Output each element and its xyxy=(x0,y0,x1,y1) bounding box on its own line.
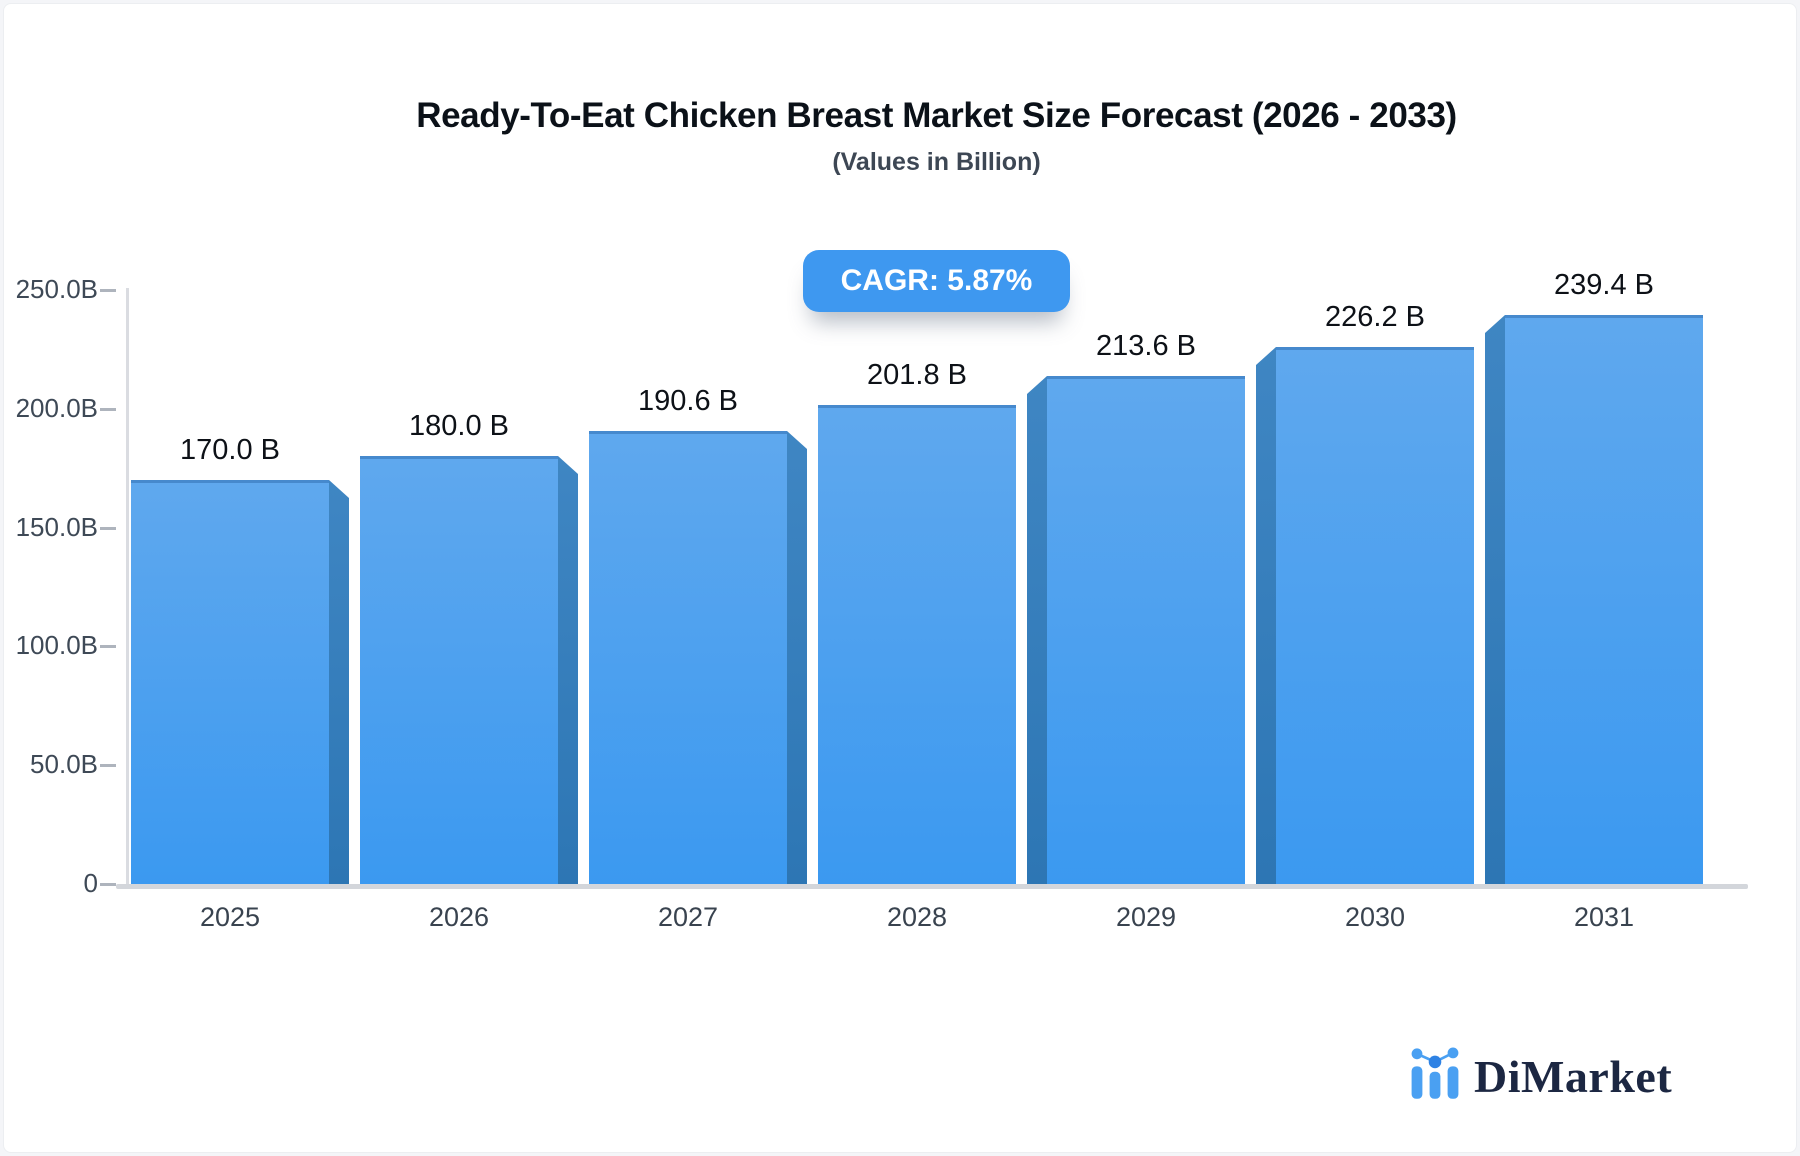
y-axis-line xyxy=(126,288,129,886)
bar-3d-side xyxy=(787,431,807,884)
page-subtitle: (Values in Billion) xyxy=(832,148,1041,176)
x-axis-label: 2027 xyxy=(657,902,719,932)
bar-3d-side xyxy=(1027,376,1047,884)
bar-value-label: 201.8 B xyxy=(867,359,967,391)
bar-value-label: 239.4 B xyxy=(1554,269,1654,301)
y-tick-mark xyxy=(100,526,116,530)
bar-value-label: 213.6 B xyxy=(1096,330,1196,362)
bar-2027 xyxy=(589,431,787,884)
x-axis-label: 2029 xyxy=(1115,902,1177,932)
y-tick-label: 200.0B xyxy=(15,392,98,423)
x-axis-line xyxy=(116,884,1748,889)
mini-bar-chart-icon xyxy=(1411,1047,1459,1099)
y-tick-mark xyxy=(100,289,116,292)
x-axis-label: 2028 xyxy=(886,902,948,932)
x-axis-label: 2030 xyxy=(1344,902,1406,932)
bar-2029 xyxy=(1047,376,1245,884)
bar-3d-side xyxy=(1256,347,1276,884)
y-tick-label: 150.0B xyxy=(15,511,98,542)
bar-2031 xyxy=(1505,315,1703,884)
bar-value-label: 226.2 B xyxy=(1325,301,1425,333)
dimarket-logo-text: DiMarket xyxy=(1474,1051,1673,1102)
bar-value-label: 180.0 B xyxy=(409,410,509,442)
y-tick-label: 0 xyxy=(83,868,98,898)
y-tick-mark xyxy=(100,407,116,411)
page-title: Ready-To-Eat Chicken Breast Market Size … xyxy=(416,96,1457,135)
x-axis-label: 2026 xyxy=(428,902,490,932)
x-axis-label: 2031 xyxy=(1573,902,1635,932)
cagr-badge-row: CAGR: 5.87% xyxy=(128,250,1745,312)
bar-2026 xyxy=(360,456,558,884)
y-tick-mark xyxy=(100,645,116,649)
dimarket-logo: DiMarket xyxy=(1408,1040,1672,1100)
bar-3d-side xyxy=(558,456,578,884)
bar-2030 xyxy=(1276,347,1474,884)
bar-2025 xyxy=(131,480,329,884)
bar-value-label: 190.6 B xyxy=(638,385,738,417)
bar-3d-side xyxy=(1485,315,1505,884)
x-axis-label: 2025 xyxy=(199,902,261,932)
y-tick-label: 50.0B xyxy=(30,749,98,780)
bar-3d-side xyxy=(329,480,349,884)
y-tick-mark xyxy=(100,883,116,886)
bar-2028 xyxy=(818,405,1016,884)
y-tick-label: 250.0B xyxy=(15,274,98,304)
y-tick-label: 100.0B xyxy=(15,630,98,661)
bar-value-label: 170.0 B xyxy=(180,434,280,466)
y-tick-mark xyxy=(100,764,116,768)
cagr-badge: CAGR: 5.87% xyxy=(802,250,1071,312)
